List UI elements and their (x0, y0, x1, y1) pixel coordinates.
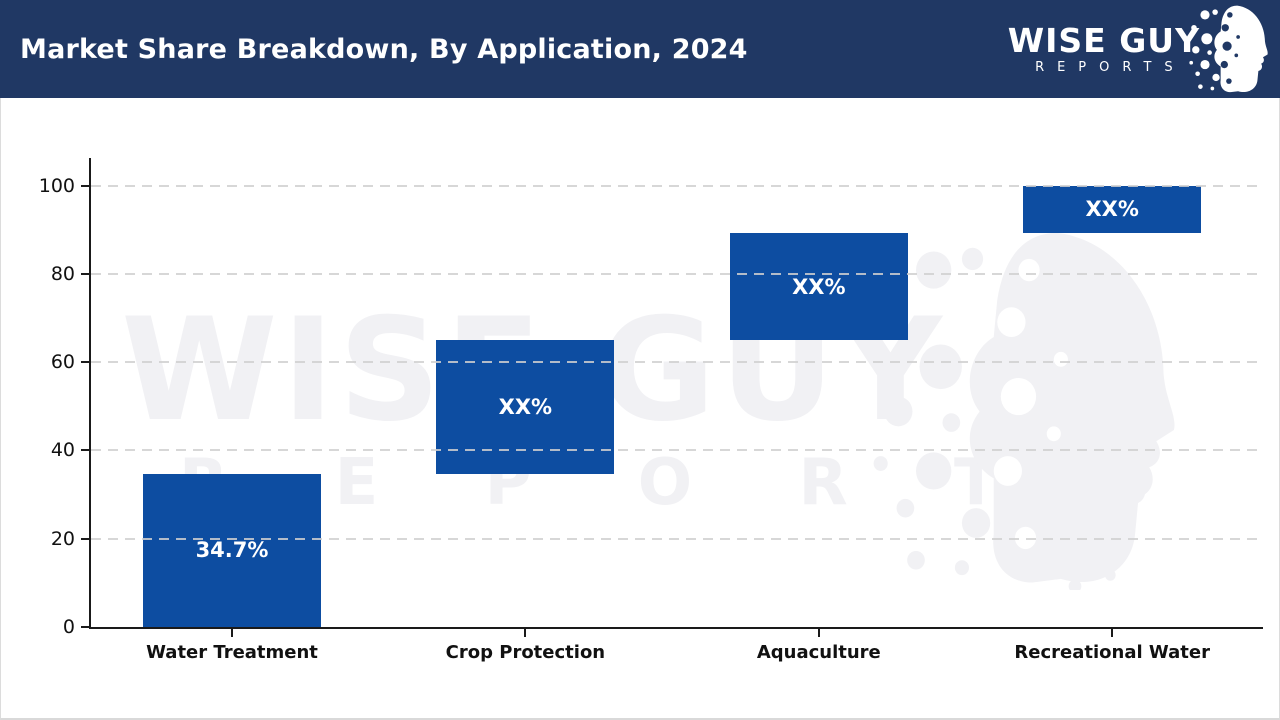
brand-subname: REPORTS (1035, 60, 1186, 75)
x-axis-label-water-treatment: Water Treatment (146, 642, 318, 663)
brand-logo: WISE GUY REPORTS (1008, 0, 1270, 98)
gridline-60 (91, 361, 1263, 364)
y-tick-label-80: 80 (50, 262, 75, 285)
y-tick-label-40: 40 (50, 439, 75, 462)
y-tick-0 (81, 626, 89, 628)
bar-value-label-crop-protection: XX% (498, 394, 553, 419)
bar-water-treatment (143, 473, 321, 627)
brand-logo-text: WISE GUY REPORTS (1008, 24, 1200, 74)
page-title: Market Share Breakdown, By Application, … (20, 33, 748, 65)
watermark-head-icon (873, 232, 1175, 590)
bar-value-label-aquaculture: XX% (792, 274, 846, 299)
y-tick-label-20: 20 (50, 527, 75, 550)
x-axis-line (89, 627, 1263, 629)
x-axis-label-recreational-water: Recreational Water (1014, 642, 1210, 663)
x-axis-label-aquaculture: Aquaculture (756, 642, 881, 663)
bar-aquaculture (729, 232, 908, 341)
y-tick-100 (81, 184, 89, 187)
y-tick-20 (81, 537, 89, 540)
gridline-40 (91, 449, 1263, 452)
x-tick-aquaculture (817, 629, 820, 637)
y-tick-label-100: 100 (38, 174, 75, 197)
x-tick-water-treatment (231, 629, 233, 637)
head-profile-icon (1189, 5, 1268, 93)
gridline-80 (91, 272, 1263, 275)
brand-name: WISE GUY (1007, 21, 1200, 60)
y-axis-line (89, 158, 91, 629)
y-tick-60 (81, 361, 89, 364)
x-tick-recreational-water (1111, 629, 1114, 637)
y-tick-40 (81, 449, 89, 452)
y-tick-label-0: 0 (62, 616, 75, 638)
plot-area: WISE GUY R E P O R T S 0 20 40 6 (0, 98, 1280, 720)
x-tick-crop-protection (524, 629, 527, 637)
gridline-100 (91, 184, 1263, 187)
y-tick-80 (81, 272, 89, 275)
gridline-20 (91, 537, 1263, 540)
header-bar: Market Share Breakdown, By Application, … (0, 0, 1280, 98)
y-tick-label-60: 60 (50, 351, 75, 374)
bar-value-label-water-treatment: 34.7% (195, 538, 269, 563)
x-axis-label-crop-protection: Crop Protection (445, 642, 606, 663)
bar-recreational-water (1023, 185, 1202, 233)
bar-value-label-recreational-water: XX% (1085, 197, 1139, 222)
